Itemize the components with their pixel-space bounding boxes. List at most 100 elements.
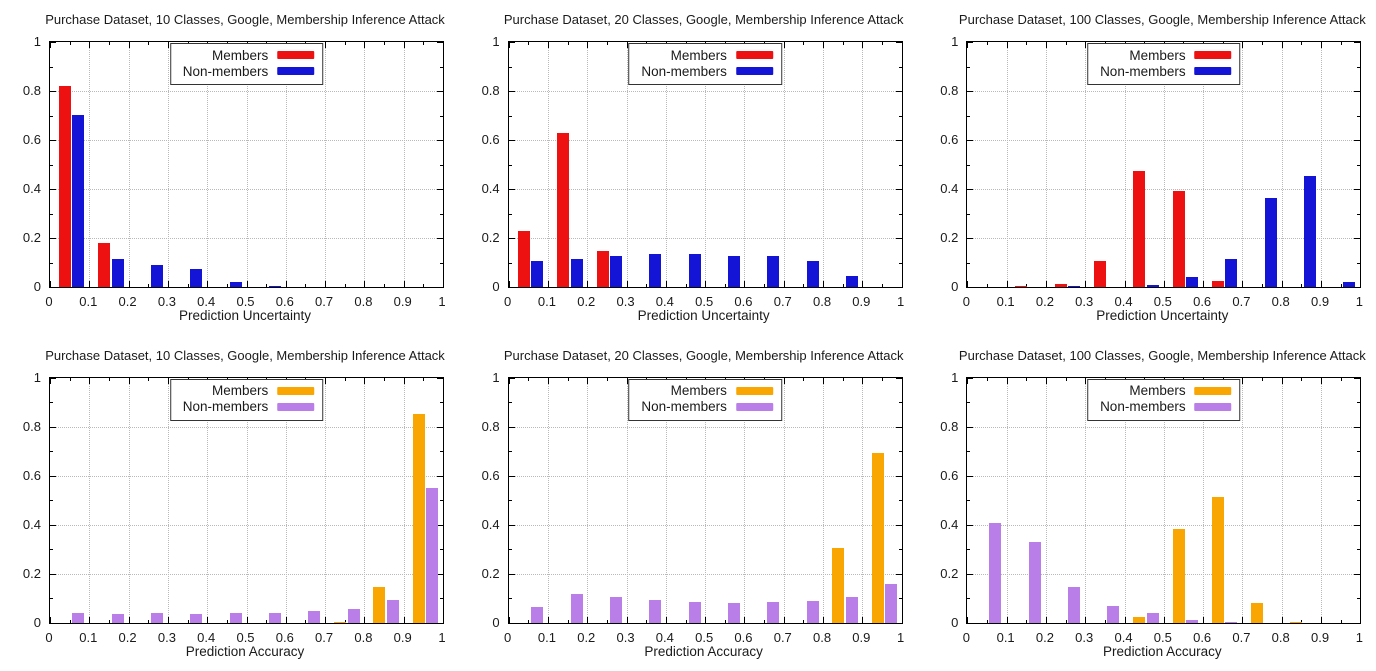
y-tick xyxy=(50,426,56,428)
y-tick xyxy=(508,115,512,117)
legend-row-members: Members xyxy=(641,47,773,63)
legend-swatch-non-members xyxy=(1194,402,1232,411)
x-tick-label: 0.8 xyxy=(354,629,373,645)
y-tick xyxy=(437,238,443,239)
x-tick xyxy=(803,42,805,45)
y-tick-label: 0.6 xyxy=(22,132,41,147)
x-tick xyxy=(89,616,91,623)
legend-row-non-members: Non-members xyxy=(1100,399,1232,415)
bar-non-members-bin-0.85 xyxy=(845,596,858,623)
x-tick-label: 0.6 xyxy=(734,294,753,309)
bar-non-members-bin-0.45 xyxy=(1147,285,1160,287)
x-tick xyxy=(1301,619,1303,623)
legend: Members Non-members xyxy=(1087,43,1241,85)
chart-prediction-uncertainty-100-classes: Purchase Dataset, 100 Classes, Google, M… xyxy=(917,0,1375,335)
gridline-vertical xyxy=(364,377,366,623)
x-tick xyxy=(344,377,346,381)
x-tick-label: 0.1 xyxy=(79,294,98,309)
x-tick-label: 0.7 xyxy=(1232,294,1251,309)
bar-members-bin-0.25 xyxy=(596,251,609,287)
bar-members-bin-0.05 xyxy=(517,231,530,287)
bar-non-members-bin-0.85 xyxy=(845,276,858,287)
x-tick xyxy=(1360,42,1362,48)
gridline-horizontal xyxy=(50,426,443,428)
bar-non-members-bin-0.35 xyxy=(1107,605,1120,623)
x-tick-label: 0.8 xyxy=(354,294,373,309)
y-tick xyxy=(967,475,974,477)
y-tick xyxy=(1354,475,1361,477)
x-tick xyxy=(901,42,903,48)
x-tick-label: 0.4 xyxy=(655,294,674,309)
x-tick xyxy=(50,281,51,287)
legend-label-members: Members xyxy=(670,383,727,398)
y-tick xyxy=(898,549,902,550)
x-tick-label: 0.4 xyxy=(655,629,674,645)
x-tick xyxy=(364,616,366,623)
y-tick xyxy=(437,287,443,288)
gridline-vertical xyxy=(744,377,746,623)
x-tick-label: 0 xyxy=(962,629,970,645)
legend-swatch-members xyxy=(277,51,315,59)
y-tick-label: 0.4 xyxy=(481,516,500,532)
y-tick xyxy=(967,262,971,264)
x-tick xyxy=(967,281,969,287)
y-tick xyxy=(967,451,971,452)
chart-title: Purchase Dataset, 10 Classes, Google, Me… xyxy=(45,347,445,363)
y-tick xyxy=(895,287,902,288)
y-tick xyxy=(1354,287,1361,288)
bar-non-members-bin-0.65 xyxy=(766,601,779,623)
x-tick xyxy=(783,616,785,623)
y-tick xyxy=(967,66,971,68)
y-tick xyxy=(508,287,515,288)
x-tick xyxy=(384,284,386,287)
y-tick-label: 0.2 xyxy=(22,565,41,581)
y-tick xyxy=(1357,115,1361,117)
gridline-horizontal xyxy=(967,140,1361,141)
x-tick xyxy=(1281,616,1283,623)
x-tick xyxy=(148,284,150,287)
x-tick xyxy=(1045,42,1047,48)
x-tick-label: 0 xyxy=(45,294,53,309)
gridline-vertical xyxy=(207,377,209,623)
legend-label-members: Members xyxy=(212,47,269,63)
x-tick xyxy=(1006,42,1008,48)
legend-label-non-members: Non-members xyxy=(1100,399,1186,414)
x-tick xyxy=(626,281,628,287)
y-tick xyxy=(440,451,443,452)
chart-prediction-accuracy-100-classes: Purchase Dataset, 100 Classes, Google, M… xyxy=(917,336,1375,671)
x-tick xyxy=(187,284,189,287)
y-tick xyxy=(50,475,56,477)
x-tick xyxy=(285,281,287,287)
x-tick xyxy=(1026,42,1028,45)
x-tick-label: 0.3 xyxy=(1075,294,1094,309)
x-tick xyxy=(823,281,825,287)
y-tick xyxy=(50,42,56,43)
y-tick xyxy=(440,262,443,264)
gridline-vertical xyxy=(1321,42,1323,287)
y-tick-label: 0.2 xyxy=(940,565,959,581)
legend-label-non-members: Non-members xyxy=(1100,63,1186,79)
y-tick-label: 0.8 xyxy=(22,83,41,98)
y-tick-label: 1 xyxy=(951,369,959,385)
x-tick-label: 1 xyxy=(1355,629,1363,645)
x-tick-label: 0.3 xyxy=(616,629,635,645)
x-tick xyxy=(1026,619,1028,623)
legend-label-non-members: Non-members xyxy=(641,399,727,414)
y-tick xyxy=(898,598,902,599)
x-tick-label: 1 xyxy=(897,294,905,309)
x-tick xyxy=(823,377,825,384)
legend-label-members: Members xyxy=(1129,47,1186,63)
gridline-vertical xyxy=(626,42,628,287)
x-tick xyxy=(1065,377,1067,381)
bar-non-members-bin-0.35 xyxy=(190,613,202,623)
gridline-vertical xyxy=(1006,42,1008,287)
x-tick-label: 0.7 xyxy=(315,294,334,309)
y-tick xyxy=(967,622,974,624)
bar-non-members-bin-0.05 xyxy=(72,115,84,287)
y-tick xyxy=(1354,377,1361,379)
bar-non-members-bin-0.55 xyxy=(1186,619,1199,623)
y-tick xyxy=(508,622,515,624)
bar-members-bin-0.15 xyxy=(98,243,110,287)
y-tick-label: 0.6 xyxy=(481,132,500,147)
x-tick-label: 0.4 xyxy=(197,294,216,309)
